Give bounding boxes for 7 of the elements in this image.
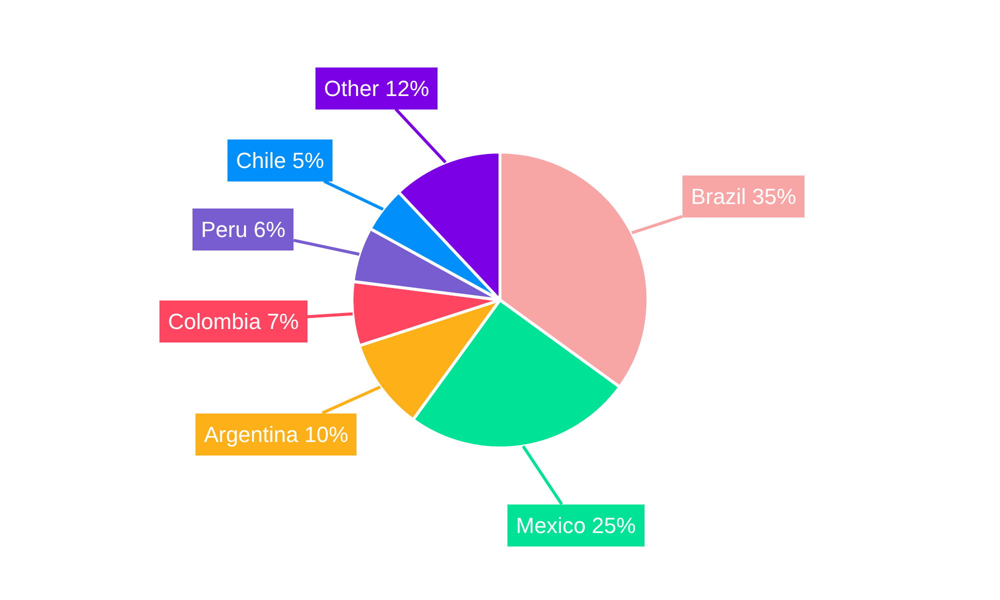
slice-label: Colombia 7% (168, 309, 299, 334)
slice-label: Brazil 35% (691, 184, 796, 209)
slice-label: Mexico 25% (516, 513, 636, 538)
slice-label: Other 12% (324, 76, 430, 101)
slice-label: Argentina 10% (204, 422, 348, 447)
slice-label: Chile 5% (236, 148, 324, 173)
slice-label: Peru 6% (201, 217, 286, 242)
